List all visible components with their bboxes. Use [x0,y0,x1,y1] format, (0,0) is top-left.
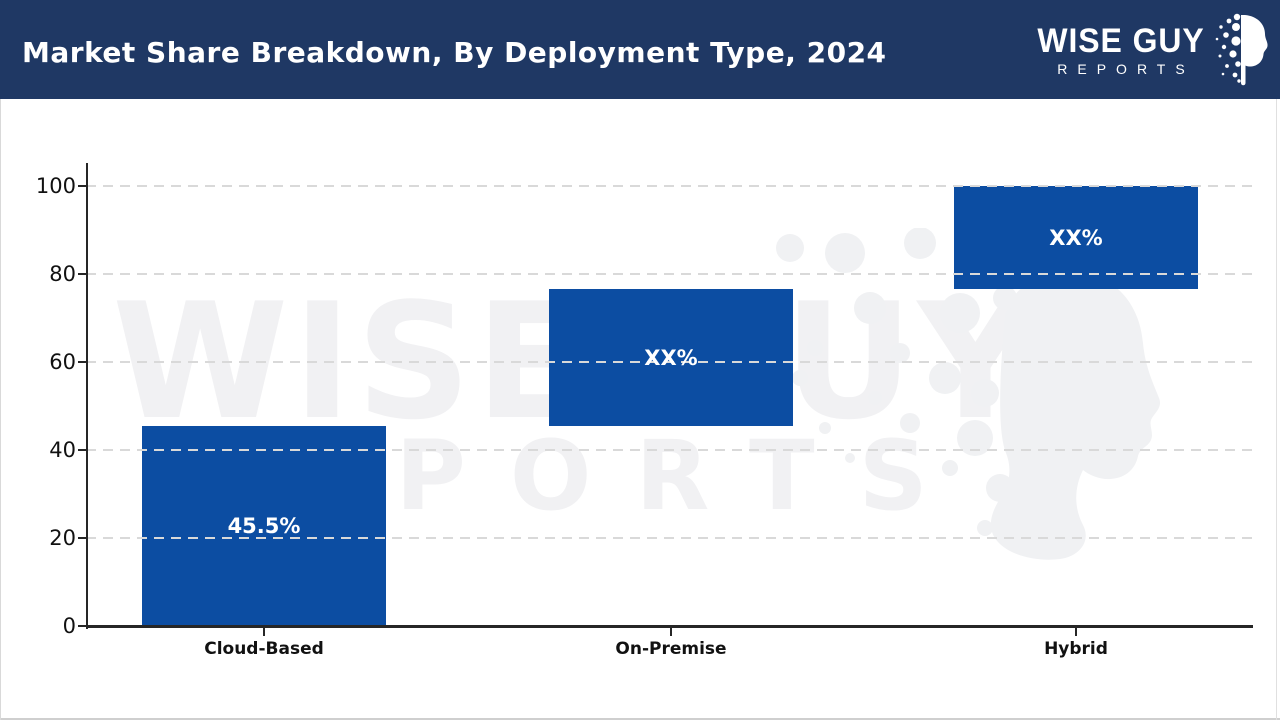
y-axis-line [86,163,88,629]
y-tick-label: 40 [49,438,76,462]
x-tick-mark [670,628,672,636]
face-profile-dots-icon [1215,13,1268,86]
y-tick-mark [78,361,86,363]
chart-bar [142,425,386,626]
x-category-label: Hybrid [1044,639,1108,659]
x-axis-line [86,625,1253,628]
y-tick-mark [78,185,86,187]
y-tick-label: 60 [49,350,76,374]
y-tick-label: 80 [49,262,76,286]
page-bottom-edge [0,718,1280,720]
chart-title: Market Share Breakdown, By Deployment Ty… [22,36,887,69]
brand-logo-text: WISE GUY REPORTS [1032,23,1210,77]
y-tick-mark [78,273,86,275]
y-tick-label: 0 [62,614,76,638]
x-tick-mark [263,628,265,636]
y-tick-mark [78,625,86,627]
x-category-label: Cloud-Based [204,639,324,659]
y-tick-label: 20 [49,526,76,550]
page-left-edge [0,99,1,720]
header-bar: Market Share Breakdown, By Deployment Ty… [0,0,1280,99]
brand-logo: WISE GUY REPORTS [1032,6,1272,94]
y-gridline [86,449,1253,451]
brand-name: WISE GUY [1037,22,1205,60]
page-right-edge [1276,99,1277,720]
watermark-face-profile-dots-icon [776,228,1161,560]
brand-subname: REPORTS [1057,61,1195,77]
y-tick-label: 100 [35,174,76,198]
y-gridline [86,273,1253,275]
chart-bar [954,186,1198,290]
y-tick-mark [78,537,86,539]
x-tick-mark [1075,628,1077,636]
bar-value-label: 45.5% [227,513,301,538]
y-gridline [86,361,1253,363]
bar-value-label: XX% [1049,225,1103,250]
x-category-label: On-Premise [615,639,727,659]
y-gridline [86,537,1253,539]
y-gridline [86,185,1253,187]
y-tick-mark [78,449,86,451]
chart-bar [549,289,793,426]
bar-value-label: XX% [644,345,698,370]
